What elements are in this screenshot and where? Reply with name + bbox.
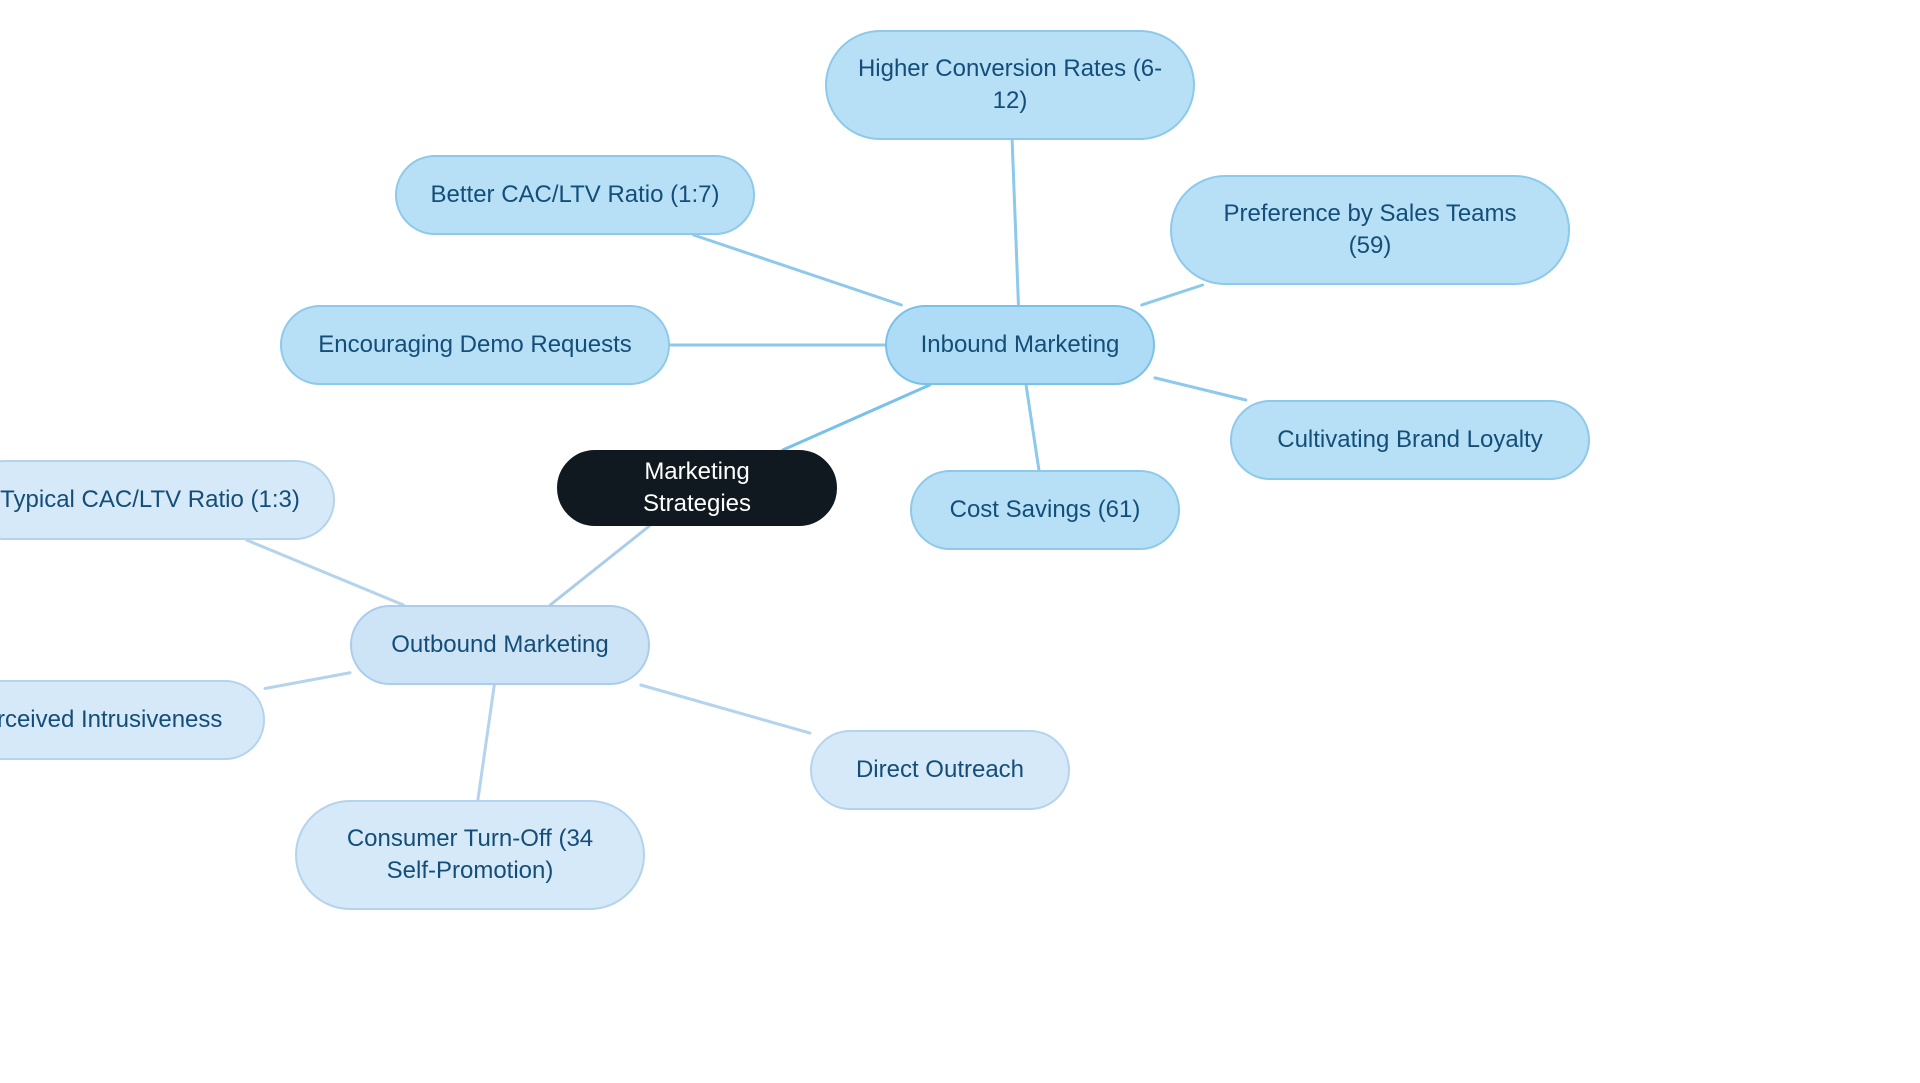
node-label: Outbound Marketing: [391, 629, 608, 661]
node-label: Direct Outreach: [856, 754, 1024, 786]
node-label: Cultivating Brand Loyalty: [1277, 424, 1542, 456]
node-label: Consumer Turn-Off (34 Self-Promotion): [325, 823, 615, 888]
node-label: Marketing Strategies: [587, 456, 807, 521]
node-label: Better CAC/LTV Ratio (1:7): [431, 179, 720, 211]
node-consumer-turnoff: Consumer Turn-Off (34 Self-Promotion): [295, 800, 645, 910]
node-pref-sales: Preference by Sales Teams (59): [1170, 175, 1570, 285]
mindmap-canvas: Marketing Strategies Inbound Marketing H…: [0, 0, 1920, 1083]
node-label: Higher Conversion Rates (6-12): [855, 53, 1165, 118]
node-label: Inbound Marketing: [921, 329, 1120, 361]
node-cost-savings: Cost Savings (61): [910, 470, 1180, 550]
node-root: Marketing Strategies: [557, 450, 837, 526]
node-label: Encouraging Demo Requests: [318, 329, 632, 361]
node-direct-outreach: Direct Outreach: [810, 730, 1070, 810]
node-inbound: Inbound Marketing: [885, 305, 1155, 385]
node-label: Cost Savings (61): [950, 494, 1141, 526]
node-outbound: Outbound Marketing: [350, 605, 650, 685]
node-cac-ltv-17: Better CAC/LTV Ratio (1:7): [395, 155, 755, 235]
node-demo-req: Encouraging Demo Requests: [280, 305, 670, 385]
node-higher-conv: Higher Conversion Rates (6-12): [825, 30, 1195, 140]
node-label: Typical CAC/LTV Ratio (1:3): [0, 484, 300, 516]
node-label: Perceived Intrusiveness: [0, 704, 222, 736]
node-label: Preference by Sales Teams (59): [1200, 198, 1540, 263]
node-brand-loyalty: Cultivating Brand Loyalty: [1230, 400, 1590, 480]
node-intrusive: Perceived Intrusiveness: [0, 680, 265, 760]
node-cac-ltv-13: Typical CAC/LTV Ratio (1:3): [0, 460, 335, 540]
